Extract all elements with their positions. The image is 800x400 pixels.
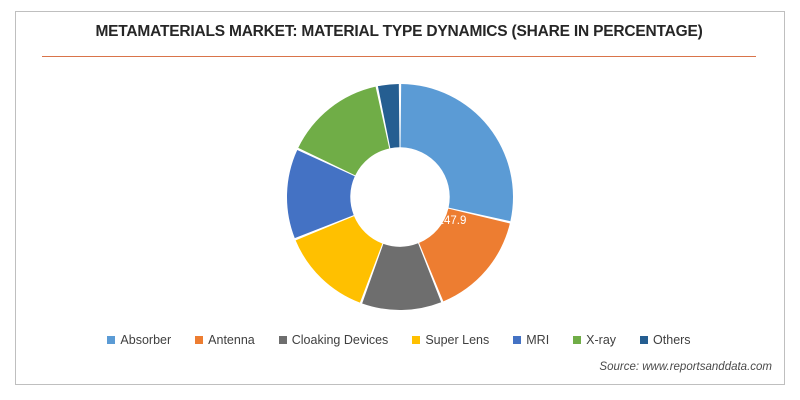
legend-item-label: Super Lens [425, 333, 490, 347]
legend-item-label: MRI [526, 333, 550, 347]
legend-item[interactable]: Antenna [195, 333, 255, 347]
donut-slice[interactable] [400, 84, 513, 222]
page-title: METAMATERIALS MARKET: MATERIAL TYPE DYNA… [95, 23, 703, 40]
legend-item-label: X-ray [586, 333, 617, 347]
legend-swatch-icon [513, 336, 522, 344]
donut-slice-group [287, 84, 513, 311]
chart-legend: Absorber Antenna Cloaking Devices Super Len… [40, 333, 758, 347]
donut-slice[interactable] [295, 216, 383, 303]
donut-slice[interactable] [362, 243, 442, 311]
legend-swatch-icon [195, 336, 204, 344]
legend-swatch-icon [640, 336, 649, 344]
legend-item-label: Others [653, 333, 691, 347]
legend-swatch-icon [573, 336, 582, 344]
donut-slice[interactable] [287, 149, 355, 239]
legend-item-label: Cloaking Devices [291, 333, 389, 347]
legend-item[interactable]: Absorber [107, 333, 171, 347]
legend-item[interactable]: X-ray [573, 333, 616, 347]
legend-item[interactable]: MRI [513, 333, 549, 347]
legend-item[interactable]: Cloaking Devices [278, 333, 389, 347]
legend-item-label: Antenna [208, 333, 255, 347]
legend-swatch-icon [412, 336, 421, 344]
donut-slice[interactable] [377, 84, 400, 149]
legend-swatch-icon [107, 336, 116, 344]
legend-item-label: Absorber [120, 333, 172, 347]
legend-item[interactable]: Others [640, 333, 691, 347]
source-note: Source: www.reportsanddata.com [599, 361, 772, 373]
legend-swatch-icon [278, 336, 287, 344]
donut-chart-plot-area: 247.9 [280, 76, 520, 318]
slice-data-label-absorber: 247.9 [438, 215, 467, 227]
donut-slice[interactable] [298, 86, 390, 176]
legend-item[interactable]: Super Lens [412, 333, 489, 347]
title-divider [42, 56, 756, 57]
donut-chart-svg: 247.9 [287, 84, 513, 311]
chart-card [15, 11, 785, 385]
donut-slice[interactable] [419, 208, 510, 302]
